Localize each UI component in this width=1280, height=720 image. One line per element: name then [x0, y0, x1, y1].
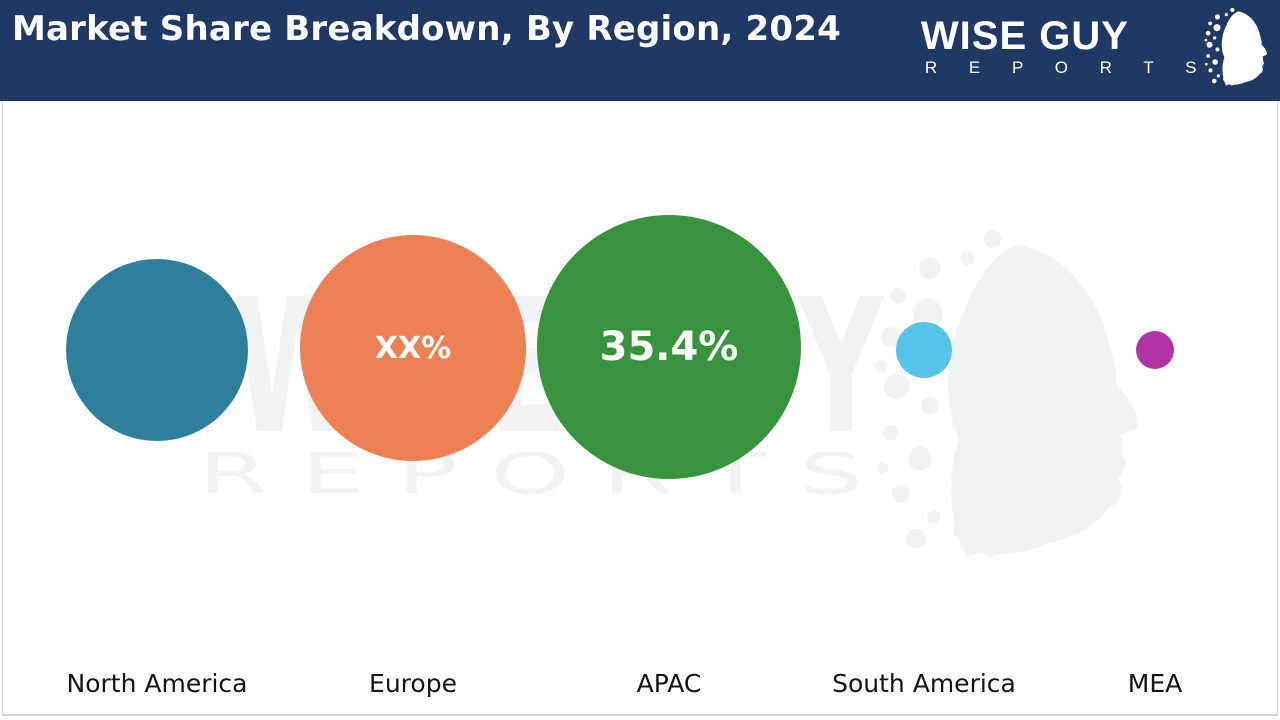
- category-label-apac: APAC: [636, 669, 702, 698]
- bubble-south-america[interactable]: [896, 322, 952, 378]
- brand-subname: R E P O R T S: [924, 58, 1210, 77]
- watermark-head-profile-icon: [874, 230, 1138, 558]
- chart-canvas: WISE GUY R E P O R T S North AmericaXX%E…: [2, 101, 1278, 716]
- bubble-north-america[interactable]: [66, 259, 248, 441]
- category-label-south-america: South America: [832, 669, 1016, 698]
- watermark-brand-subname: R E P O R T S: [198, 442, 863, 507]
- header-bar: Market Share Breakdown, By Region, 2024 …: [0, 0, 1280, 101]
- brand-name: WISE GUY: [920, 14, 1129, 58]
- dotted-head-profile-icon: [1204, 8, 1267, 86]
- brand-logo: WISE GUY R E P O R T S: [921, 8, 1276, 86]
- category-label-mea: MEA: [1127, 669, 1183, 698]
- category-label-europe: Europe: [369, 669, 457, 698]
- brand-logo-text: WISE GUY R E P O R T S: [921, 16, 1210, 78]
- bubble-europe[interactable]: XX%: [300, 235, 526, 461]
- category-label-north-america: North America: [66, 669, 248, 698]
- bubble-value-apac: 35.4%: [599, 324, 739, 370]
- page-title: Market Share Breakdown, By Region, 2024: [12, 9, 841, 49]
- bubble-value-europe: XX%: [374, 330, 452, 366]
- bubble-mea[interactable]: [1136, 331, 1174, 369]
- bubble-apac[interactable]: 35.4%: [537, 215, 801, 479]
